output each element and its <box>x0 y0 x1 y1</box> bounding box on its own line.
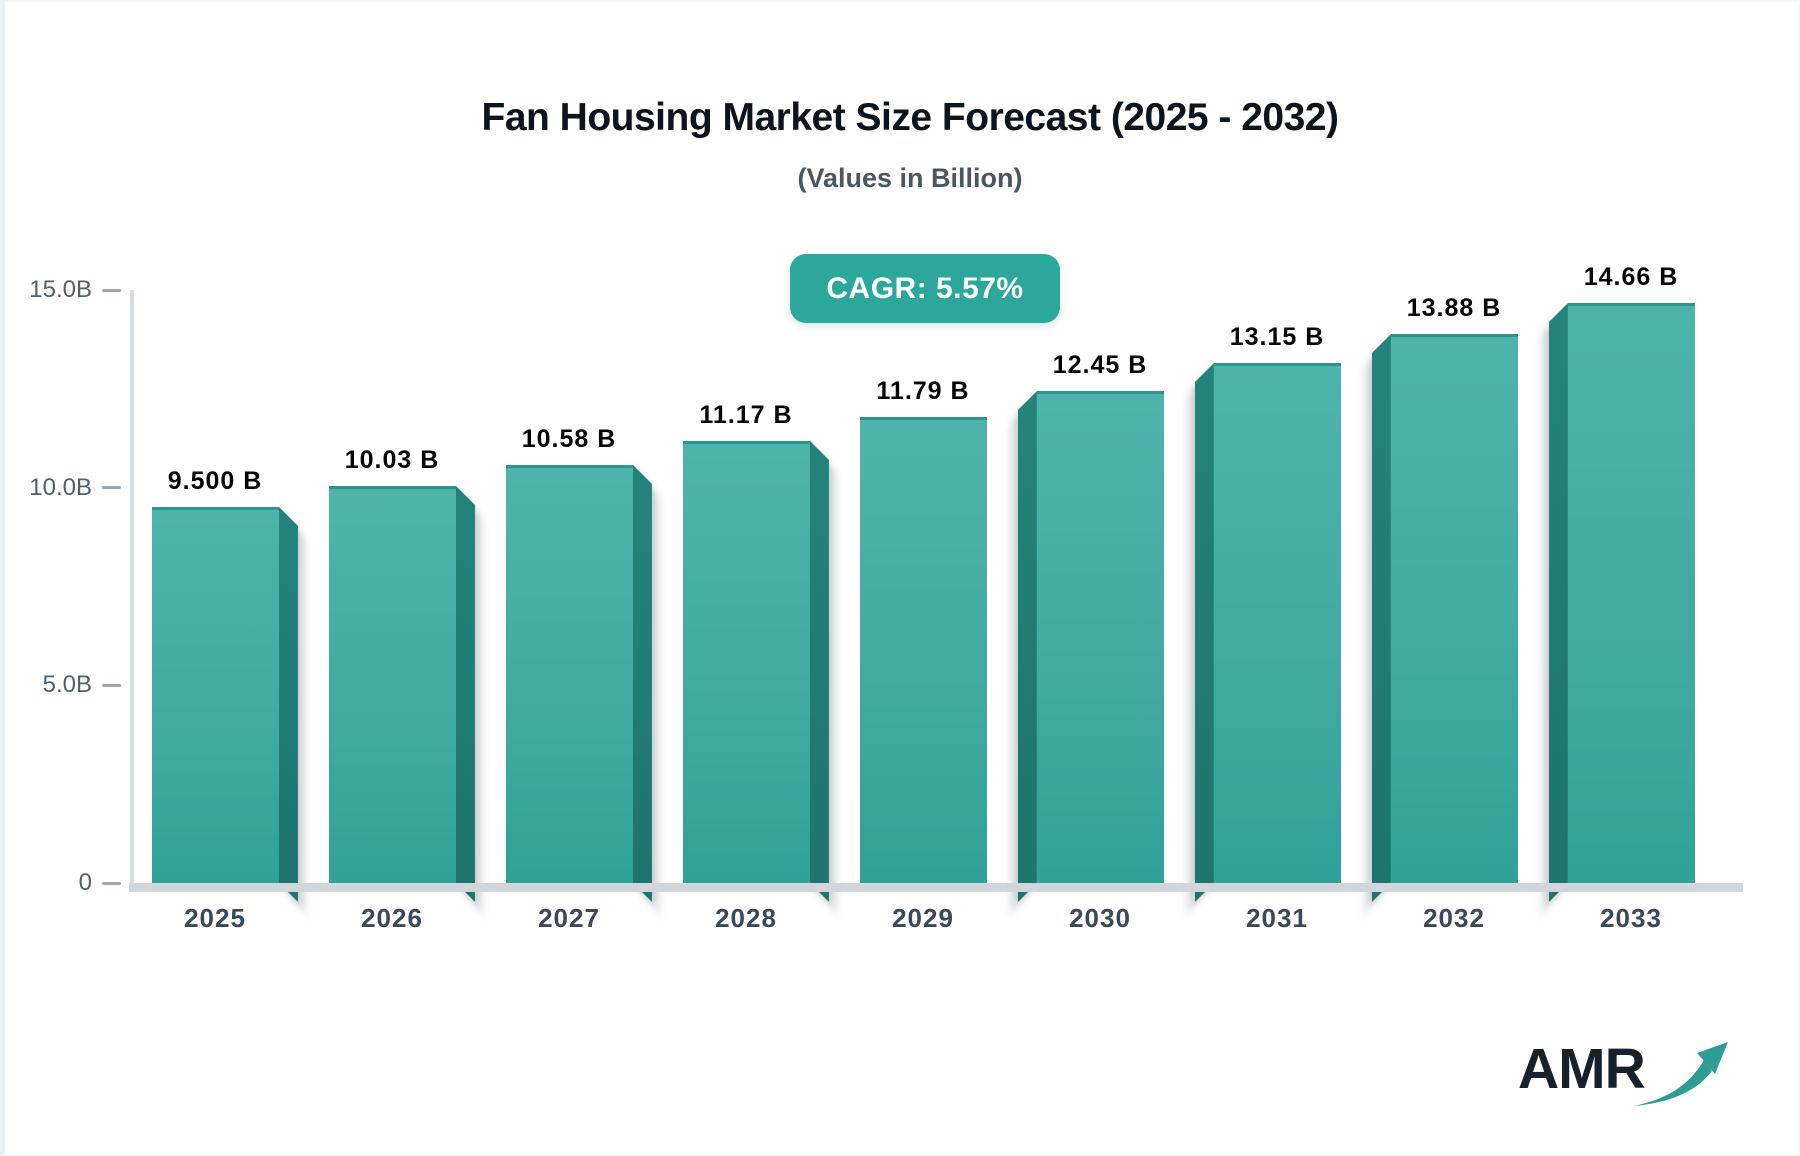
growth-arrow-icon <box>1632 1042 1728 1106</box>
y-axis-tick-label: 0 <box>78 869 92 896</box>
bar-value-label: 9.500 B <box>167 467 263 496</box>
y-axis-tick <box>102 288 121 292</box>
y-axis-tick <box>102 683 121 687</box>
bar-value-label: 11.79 B <box>876 376 970 405</box>
y-axis-tick <box>102 881 121 885</box>
bar-side-3d <box>455 486 475 902</box>
bar-2025[interactable] <box>151 507 279 883</box>
bar-value-label: 13.15 B <box>1229 323 1325 352</box>
x-axis-label-2031: 2031 <box>1246 903 1308 933</box>
x-axis-label-2027: 2027 <box>538 903 600 933</box>
bar-2026[interactable] <box>328 486 456 883</box>
bar-side-3d <box>632 464 652 902</box>
x-axis-label-2030: 2030 <box>1069 903 1131 933</box>
x-axis-label-2032: 2032 <box>1423 903 1485 933</box>
bar-side-3d <box>809 441 829 902</box>
amr-logo: AMR <box>1518 1038 1731 1112</box>
y-axis-tick-label: 5.0B <box>42 671 92 699</box>
x-axis-label-2029: 2029 <box>892 903 954 933</box>
bar-2032[interactable] <box>1390 334 1518 883</box>
y-axis-tick-label: 15.0B <box>29 276 92 303</box>
bar-side-3d <box>1194 363 1214 902</box>
y-axis-line <box>130 290 134 883</box>
x-axis-label-2026: 2026 <box>361 903 423 933</box>
bar-2033[interactable] <box>1567 303 1695 883</box>
bar-2030[interactable] <box>1036 390 1164 883</box>
x-axis-label-2025: 2025 <box>184 903 246 933</box>
x-axis-label-2033: 2033 <box>1600 903 1662 933</box>
bar-value-label: 14.66 B <box>1583 263 1679 292</box>
bar-value-label: 12.45 B <box>1052 350 1148 379</box>
bar-value-label: 11.17 B <box>699 401 793 430</box>
x-axis-baseline <box>129 883 1743 892</box>
cagr-badge-label: CAGR: 5.57% <box>826 271 1024 305</box>
y-axis-tick-label: 10.0B <box>29 473 92 501</box>
bar-2029[interactable] <box>859 416 987 883</box>
bar-2031[interactable] <box>1213 363 1341 883</box>
bar-value-label: 13.88 B <box>1406 294 1502 323</box>
bar-2028[interactable] <box>682 441 810 883</box>
bar-side-3d <box>278 507 298 902</box>
bar-side-3d <box>1017 390 1037 902</box>
chart-subtitle: (Values in Billion) <box>797 163 1023 193</box>
bar-value-label: 10.03 B <box>344 446 440 475</box>
bar-value-label: 10.58 B <box>521 424 617 453</box>
bar-2027[interactable] <box>505 464 633 883</box>
cagr-badge: CAGR: 5.57% <box>790 254 1060 323</box>
bar-side-3d <box>1548 303 1568 902</box>
x-axis-label-2028: 2028 <box>715 903 777 933</box>
bar-side-3d <box>1371 334 1391 902</box>
y-axis-tick <box>102 486 121 490</box>
amr-logo-text: AMR <box>1518 1037 1646 1101</box>
chart-title: Fan Housing Market Size Forecast (2025 -… <box>481 96 1339 139</box>
